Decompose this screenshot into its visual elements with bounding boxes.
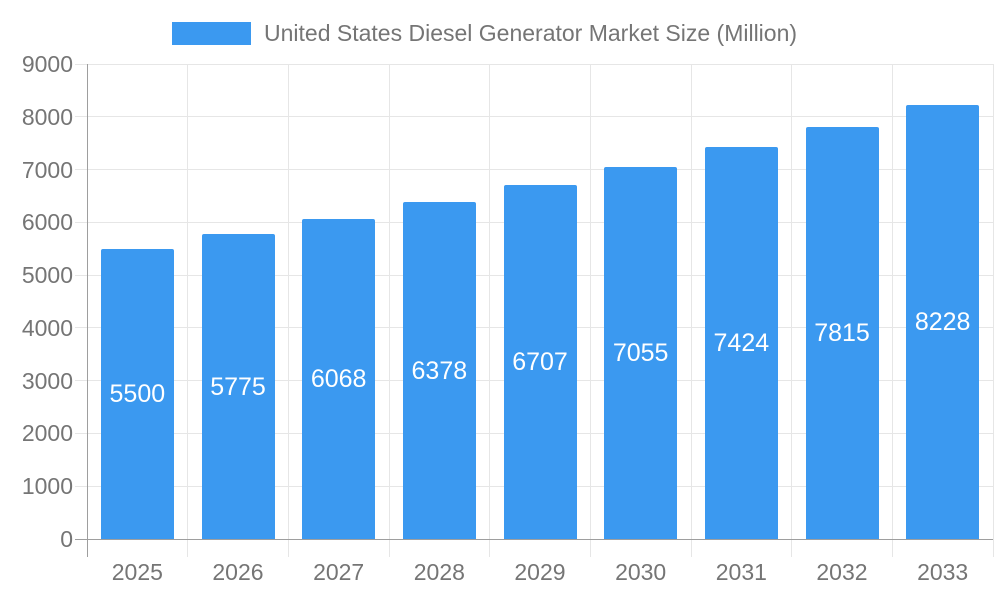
- bar-2028[interactable]: [402, 202, 476, 539]
- y-tick: [75, 380, 87, 382]
- bar-2025[interactable]: [100, 248, 174, 539]
- y-axis-line: [86, 64, 88, 557]
- bar-2033[interactable]: [906, 104, 980, 539]
- y-tick: [75, 221, 87, 223]
- x-gridline: [690, 64, 692, 539]
- y-tick: [75, 432, 87, 434]
- y-axis-label: 5000: [21, 262, 73, 289]
- x-gridline: [187, 64, 189, 539]
- x-axis-label: 2032: [816, 559, 868, 585]
- y-axis-label: 4000: [21, 314, 73, 341]
- x-tick: [489, 539, 491, 557]
- y-tick: [75, 327, 87, 329]
- bar-value-label: 7815: [814, 318, 870, 347]
- y-axis-label: 6000: [21, 209, 73, 236]
- bar-value-label: 6378: [411, 356, 468, 385]
- legend-item[interactable]: United States Diesel Generator Market Si…: [172, 20, 797, 47]
- x-gridline: [589, 64, 591, 539]
- x-gridline: [791, 64, 793, 539]
- bar-2030[interactable]: [604, 166, 678, 539]
- x-axis-label: 2025: [111, 559, 163, 585]
- legend-swatch-icon: [172, 22, 251, 45]
- x-gridline: [287, 64, 289, 539]
- x-gridline: [891, 64, 893, 539]
- bar-2027[interactable]: [302, 218, 376, 539]
- x-tick: [388, 539, 390, 557]
- x-tick: [690, 539, 692, 557]
- y-gridline: [87, 116, 993, 118]
- y-axis-label: 3000: [21, 367, 73, 394]
- bar-value-label: 6707: [512, 348, 568, 376]
- y-axis-label: 2000: [21, 420, 73, 447]
- x-tick: [891, 539, 893, 557]
- y-tick: [75, 63, 87, 65]
- x-axis-label: 2028: [413, 559, 465, 585]
- x-tick: [589, 539, 591, 557]
- bar-value-label: 8228: [914, 307, 971, 336]
- bar-value-label: 6068: [310, 364, 367, 393]
- x-tick: [287, 539, 289, 557]
- y-tick: [75, 169, 87, 171]
- x-axis-label: 2033: [917, 559, 969, 585]
- y-axis-label: 9000: [21, 51, 73, 77]
- legend-label: United States Diesel Generator Market Si…: [264, 20, 798, 46]
- x-axis-line: [75, 538, 993, 540]
- bar-2029[interactable]: [503, 185, 577, 539]
- x-tick: [791, 539, 793, 557]
- x-axis-label: 2026: [212, 559, 264, 585]
- y-gridline: [87, 169, 993, 171]
- x-axis-label: 2029: [514, 559, 566, 585]
- bar-2026[interactable]: [201, 234, 275, 539]
- y-tick: [75, 116, 87, 118]
- bar-2032[interactable]: [805, 126, 879, 539]
- y-axis-label: 0: [60, 526, 73, 552]
- bar-value-label: 7424: [713, 329, 770, 358]
- y-gridline: [87, 63, 993, 65]
- y-axis-label: 8000: [21, 103, 73, 130]
- y-tick: [75, 485, 87, 487]
- x-tick: [992, 539, 994, 557]
- y-axis-label: 7000: [21, 156, 73, 183]
- bar-value-label: 7055: [612, 338, 669, 367]
- x-gridline: [489, 64, 491, 539]
- x-axis-label: 2027: [313, 559, 365, 585]
- x-tick: [187, 539, 189, 557]
- bar-value-label: 5775: [210, 372, 266, 401]
- y-tick: [75, 274, 87, 276]
- y-axis-label: 1000: [21, 473, 73, 500]
- x-axis-label: 2030: [615, 559, 667, 585]
- bar-2031[interactable]: [704, 147, 778, 539]
- x-gridline: [992, 64, 994, 539]
- x-axis-label: 2031: [715, 559, 767, 585]
- bar-value-label: 5500: [109, 379, 166, 408]
- x-gridline: [388, 64, 390, 539]
